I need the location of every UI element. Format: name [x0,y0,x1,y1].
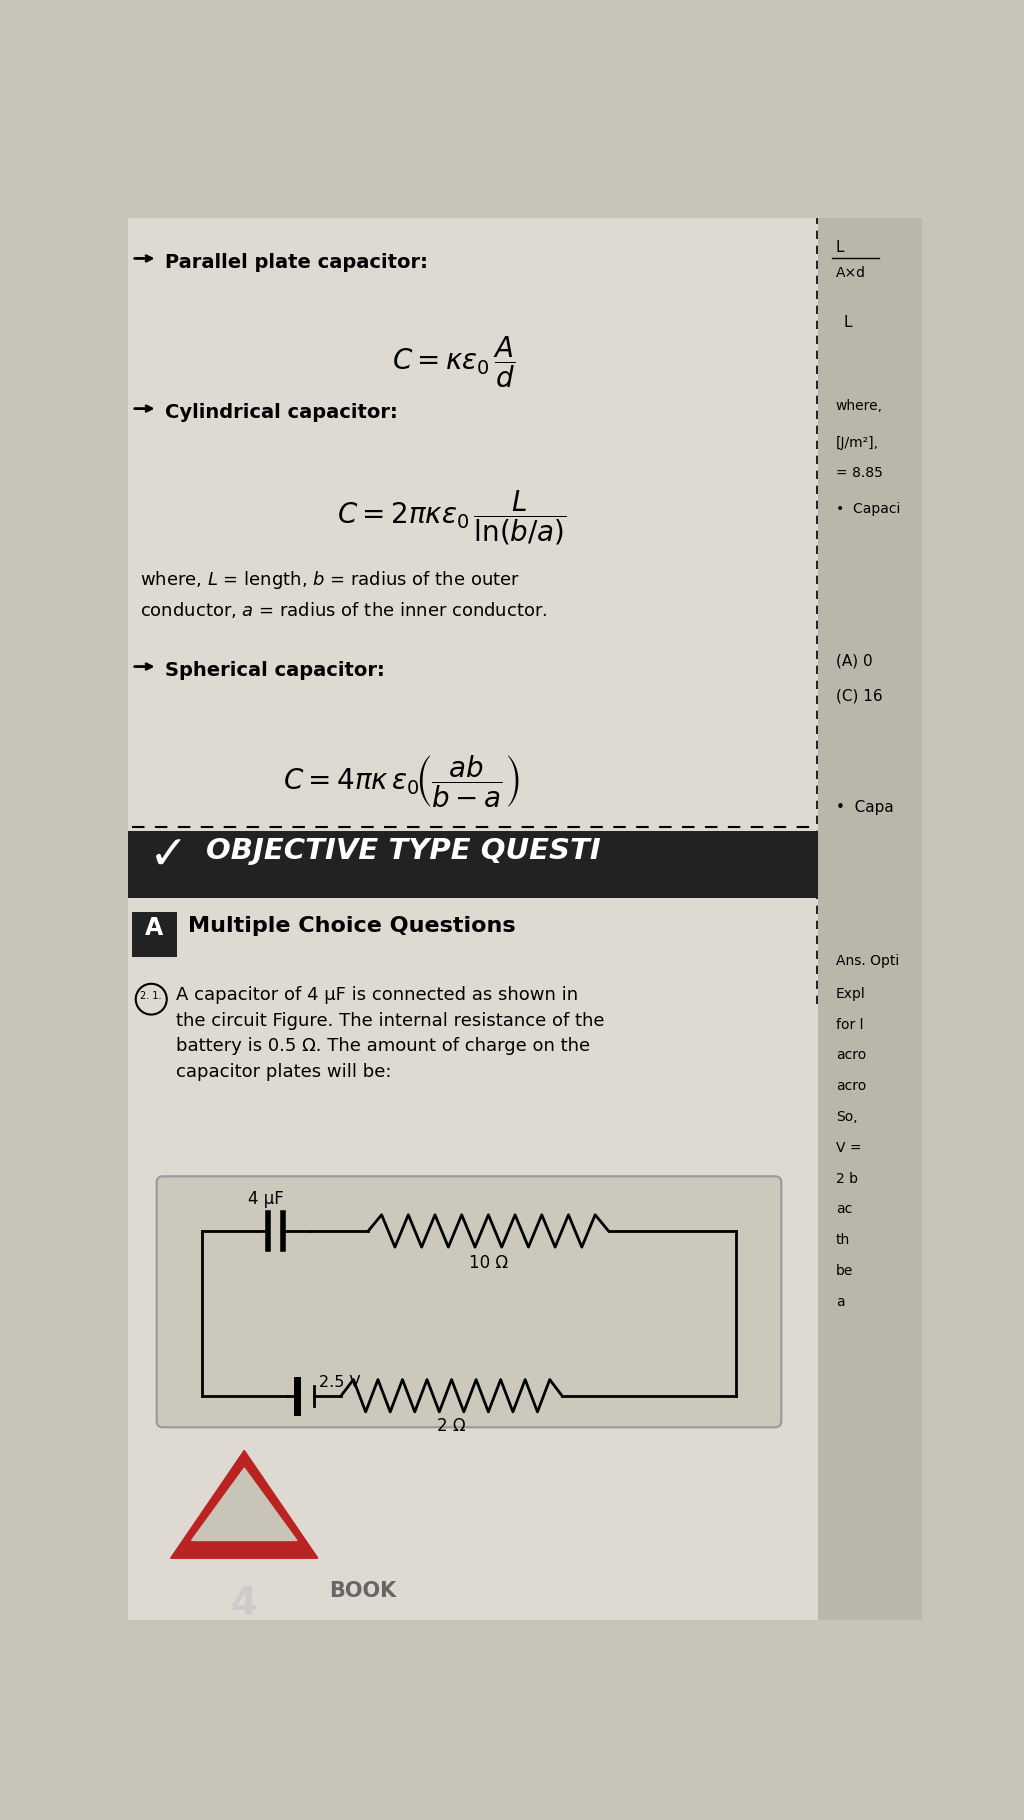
FancyBboxPatch shape [132,912,177,957]
Text: A capacitor of 4 μF is connected as shown in
the circuit Figure. The internal re: A capacitor of 4 μF is connected as show… [176,986,604,1081]
Text: L: L [844,315,852,329]
Text: A×d: A×d [836,266,866,280]
Text: BOOK: BOOK [330,1582,396,1602]
Polygon shape [191,1469,297,1540]
Polygon shape [171,1451,317,1558]
Text: ✓: ✓ [148,835,188,881]
Text: A: A [145,915,164,939]
Text: $C = \kappa\varepsilon_0\,\dfrac{A}{d}$: $C = \kappa\varepsilon_0\,\dfrac{A}{d}$ [391,333,515,389]
FancyBboxPatch shape [157,1176,781,1427]
Text: 4 μF: 4 μF [248,1190,284,1208]
Text: (A) 0: (A) 0 [836,653,872,668]
Text: 4: 4 [230,1585,258,1623]
Text: V =: V = [836,1141,861,1156]
FancyBboxPatch shape [128,830,818,899]
Text: Expl: Expl [836,986,865,1001]
Text: 2 Ω: 2 Ω [437,1418,466,1436]
Text: Parallel plate capacitor:: Parallel plate capacitor: [165,253,428,271]
Text: 2 b: 2 b [836,1172,858,1185]
Text: Multiple Choice Questions: Multiple Choice Questions [188,915,516,935]
Text: ac: ac [836,1203,852,1216]
Text: (C) 16: (C) 16 [836,688,883,703]
Text: 2.5 V: 2.5 V [318,1376,360,1390]
Text: 2. 1.: 2. 1. [140,992,162,1001]
Text: where,: where, [836,399,883,413]
Text: OBJECTIVE TYPE QUESTI: OBJECTIVE TYPE QUESTI [206,837,600,864]
Text: be: be [836,1265,853,1278]
Text: Spherical capacitor:: Spherical capacitor: [165,661,385,681]
Text: So,: So, [836,1110,857,1125]
Text: [J/m²],: [J/m²], [836,435,879,450]
FancyBboxPatch shape [818,218,922,1620]
Text: where, $L$ = length, $b$ = radius of the outer
conductor, $a$ = radius of the in: where, $L$ = length, $b$ = radius of the… [139,570,547,621]
Text: •  Capaci: • Capaci [836,502,900,515]
FancyBboxPatch shape [128,218,818,1620]
Text: acro: acro [836,1079,866,1094]
Text: a: a [836,1294,845,1309]
Text: L: L [836,240,845,255]
Text: th: th [836,1234,850,1247]
Text: •  Capa: • Capa [836,799,894,815]
Text: $C = 2\pi\kappa\varepsilon_0\,\dfrac{L}{\ln(b/a)}$: $C = 2\pi\kappa\varepsilon_0\,\dfrac{L}{… [337,488,567,546]
Text: = 8.85: = 8.85 [836,466,883,480]
Text: 10 Ω: 10 Ω [469,1254,508,1272]
Text: acro: acro [836,1048,866,1063]
Text: Ans. Opti: Ans. Opti [836,954,899,968]
Text: for l: for l [836,1017,863,1032]
Text: Cylindrical capacitor:: Cylindrical capacitor: [165,404,398,422]
Text: $C = 4\pi\kappa\,\varepsilon_0\!\left(\dfrac{ab}{b-a}\right)$: $C = 4\pi\kappa\,\varepsilon_0\!\left(\d… [283,753,519,810]
